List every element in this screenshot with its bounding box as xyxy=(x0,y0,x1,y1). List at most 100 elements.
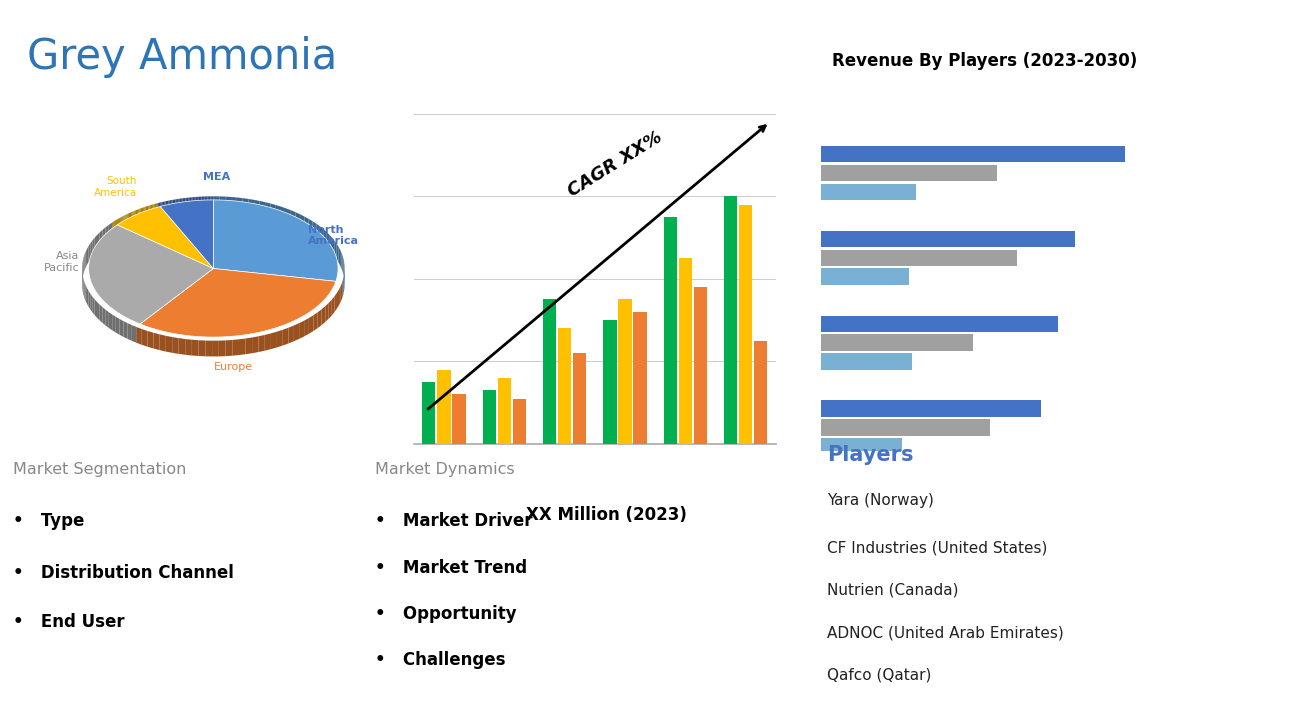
Polygon shape xyxy=(175,199,176,216)
Text: Qafco (Qatar): Qafco (Qatar) xyxy=(828,668,932,682)
Polygon shape xyxy=(239,339,246,355)
Polygon shape xyxy=(332,296,335,316)
Polygon shape xyxy=(326,232,330,251)
Text: Players: Players xyxy=(828,445,914,465)
Polygon shape xyxy=(100,230,102,248)
Polygon shape xyxy=(259,335,265,352)
Polygon shape xyxy=(213,200,337,281)
Polygon shape xyxy=(92,238,94,256)
Polygon shape xyxy=(184,198,185,214)
Polygon shape xyxy=(154,204,155,220)
Polygon shape xyxy=(252,337,259,353)
Polygon shape xyxy=(154,333,159,350)
Polygon shape xyxy=(119,319,124,337)
Bar xyxy=(679,258,692,444)
Polygon shape xyxy=(109,312,112,330)
Polygon shape xyxy=(340,250,341,268)
Polygon shape xyxy=(185,198,187,213)
Bar xyxy=(694,287,707,444)
Text: CAGR XX%: CAGR XX% xyxy=(565,128,666,200)
Polygon shape xyxy=(88,291,91,309)
Polygon shape xyxy=(199,340,206,357)
Polygon shape xyxy=(255,200,260,217)
Bar xyxy=(740,205,753,444)
Polygon shape xyxy=(162,202,163,218)
Polygon shape xyxy=(206,196,207,212)
Polygon shape xyxy=(220,196,225,213)
Polygon shape xyxy=(330,235,332,253)
Polygon shape xyxy=(335,293,337,312)
Bar xyxy=(423,382,436,444)
Polygon shape xyxy=(153,204,154,221)
Polygon shape xyxy=(85,285,87,304)
Polygon shape xyxy=(94,235,97,253)
Polygon shape xyxy=(172,200,175,216)
Polygon shape xyxy=(225,340,233,356)
Bar xyxy=(724,196,737,444)
Polygon shape xyxy=(91,294,92,312)
Text: North
America: North America xyxy=(308,225,359,246)
Polygon shape xyxy=(178,338,185,354)
Bar xyxy=(573,353,586,444)
Polygon shape xyxy=(204,196,206,212)
Polygon shape xyxy=(91,241,92,259)
Text: Asia
Pacific: Asia Pacific xyxy=(44,251,79,273)
Polygon shape xyxy=(102,227,106,246)
Bar xyxy=(543,299,556,444)
Polygon shape xyxy=(323,229,326,248)
Polygon shape xyxy=(270,203,275,221)
Text: MEA: MEA xyxy=(203,172,230,182)
Polygon shape xyxy=(106,225,109,243)
Polygon shape xyxy=(166,336,172,353)
Polygon shape xyxy=(109,223,112,241)
Polygon shape xyxy=(116,316,119,335)
Polygon shape xyxy=(160,200,213,268)
Bar xyxy=(482,390,495,444)
Polygon shape xyxy=(206,341,212,357)
Polygon shape xyxy=(185,339,191,355)
Polygon shape xyxy=(166,201,167,217)
Polygon shape xyxy=(169,200,171,216)
Bar xyxy=(821,268,909,285)
Polygon shape xyxy=(159,203,160,218)
Polygon shape xyxy=(277,330,283,347)
Polygon shape xyxy=(319,226,323,245)
Polygon shape xyxy=(182,198,184,214)
Polygon shape xyxy=(97,233,100,251)
Polygon shape xyxy=(225,197,231,213)
Polygon shape xyxy=(158,203,159,219)
Polygon shape xyxy=(106,310,109,328)
Polygon shape xyxy=(313,221,317,239)
Polygon shape xyxy=(322,306,326,325)
Polygon shape xyxy=(195,197,197,213)
Polygon shape xyxy=(212,196,213,212)
Bar xyxy=(453,395,465,444)
Bar xyxy=(634,312,646,444)
Polygon shape xyxy=(326,303,328,322)
Polygon shape xyxy=(209,196,211,212)
Polygon shape xyxy=(88,243,91,262)
Polygon shape xyxy=(291,211,296,228)
Polygon shape xyxy=(328,300,332,319)
Text: •   Market Driver: • Market Driver xyxy=(375,512,533,531)
Polygon shape xyxy=(197,197,199,213)
Polygon shape xyxy=(207,196,209,212)
Polygon shape xyxy=(171,200,172,216)
Polygon shape xyxy=(286,208,291,226)
Bar xyxy=(821,183,915,200)
Bar xyxy=(513,399,526,444)
Bar xyxy=(821,250,1018,266)
Text: •   Type: • Type xyxy=(13,512,84,531)
Polygon shape xyxy=(294,323,299,342)
Polygon shape xyxy=(187,198,189,213)
Polygon shape xyxy=(304,216,309,235)
Polygon shape xyxy=(100,304,102,323)
Polygon shape xyxy=(341,282,343,301)
Polygon shape xyxy=(189,198,190,213)
Text: •   Market Trend: • Market Trend xyxy=(375,558,528,576)
Bar xyxy=(821,146,1125,163)
Polygon shape xyxy=(211,196,212,212)
Polygon shape xyxy=(128,323,132,341)
Polygon shape xyxy=(237,198,243,214)
Bar xyxy=(663,217,676,444)
